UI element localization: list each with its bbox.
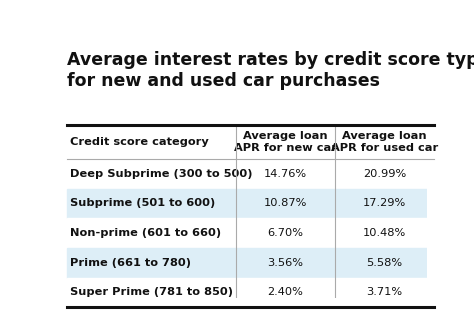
Text: Subprime (501 to 600): Subprime (501 to 600) — [70, 198, 216, 208]
Bar — [66, 189, 434, 218]
Bar — [66, 125, 434, 159]
Text: Non-prime (601 to 660): Non-prime (601 to 660) — [70, 228, 221, 238]
Text: Average loan
APR for new car: Average loan APR for new car — [234, 131, 337, 153]
Text: Super Prime (781 to 850): Super Prime (781 to 850) — [70, 287, 233, 297]
Text: 6.70%: 6.70% — [267, 228, 303, 238]
Text: Average loan
APR for used car: Average loan APR for used car — [331, 131, 438, 153]
Text: 5.58%: 5.58% — [366, 258, 402, 268]
Text: Deep Subprime (300 to 500): Deep Subprime (300 to 500) — [70, 169, 253, 179]
Text: 10.87%: 10.87% — [264, 198, 307, 208]
Bar — [66, 218, 434, 248]
Text: Prime (661 to 780): Prime (661 to 780) — [70, 258, 191, 268]
Text: 20.99%: 20.99% — [363, 169, 406, 179]
Text: 10.48%: 10.48% — [363, 228, 406, 238]
Text: Average interest rates by credit score type
for new and used car purchases: Average interest rates by credit score t… — [66, 51, 474, 90]
Text: 3.56%: 3.56% — [267, 258, 303, 268]
Text: Credit score category: Credit score category — [70, 137, 209, 147]
Bar — [66, 248, 434, 277]
Text: 14.76%: 14.76% — [264, 169, 307, 179]
Bar — [66, 277, 434, 307]
Text: 17.29%: 17.29% — [363, 198, 406, 208]
Bar — [66, 159, 434, 189]
Text: 3.71%: 3.71% — [366, 287, 402, 297]
Text: 2.40%: 2.40% — [267, 287, 303, 297]
